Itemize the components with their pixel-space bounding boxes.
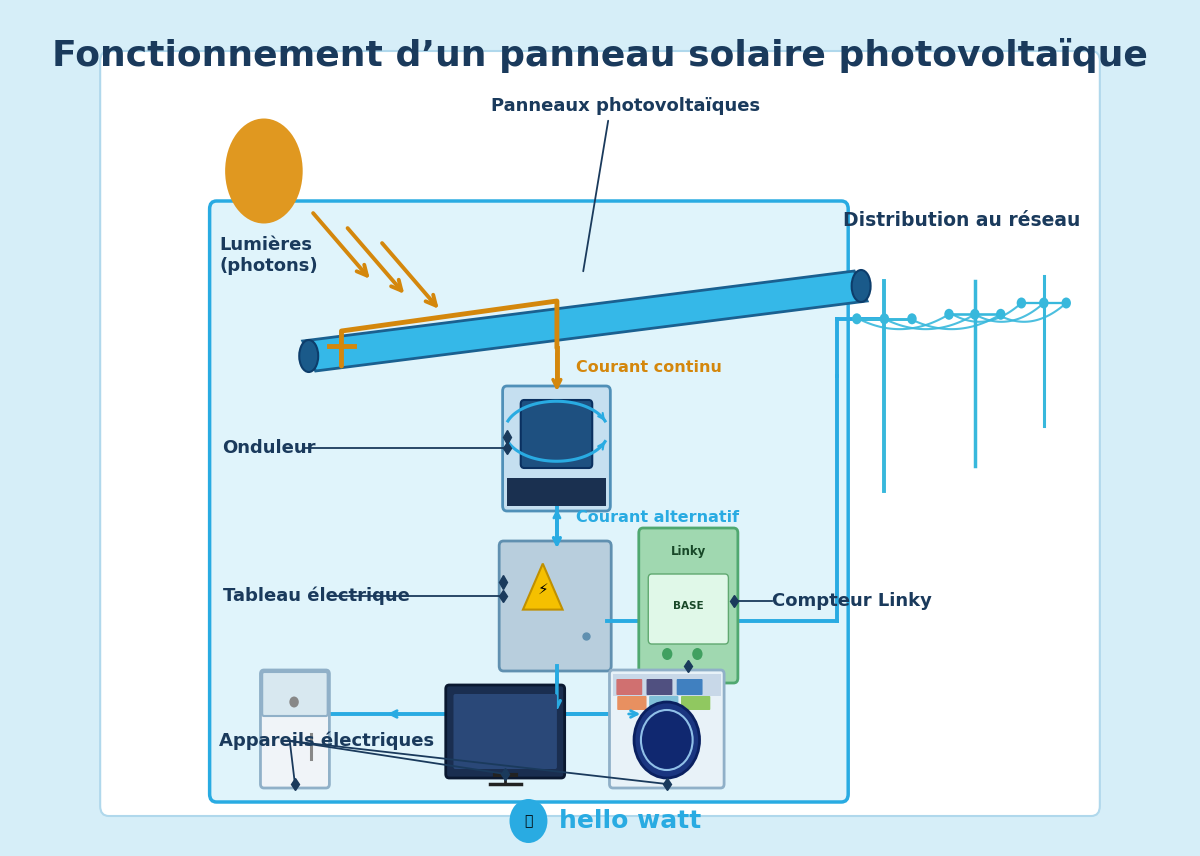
FancyBboxPatch shape	[610, 670, 724, 788]
FancyBboxPatch shape	[647, 679, 672, 695]
Text: Panneaux photovoltaïques: Panneaux photovoltaïques	[491, 97, 761, 115]
Text: Linky: Linky	[671, 545, 706, 558]
Polygon shape	[523, 563, 563, 609]
Circle shape	[662, 648, 672, 660]
Circle shape	[692, 648, 702, 660]
FancyBboxPatch shape	[210, 201, 848, 802]
Text: Lumières
(photons): Lumières (photons)	[220, 236, 318, 275]
Circle shape	[1039, 298, 1049, 308]
Ellipse shape	[299, 340, 318, 372]
Circle shape	[970, 309, 979, 320]
FancyBboxPatch shape	[648, 574, 728, 644]
FancyBboxPatch shape	[521, 400, 593, 468]
Polygon shape	[302, 271, 868, 371]
FancyBboxPatch shape	[617, 679, 642, 695]
FancyBboxPatch shape	[79, 0, 1121, 856]
FancyBboxPatch shape	[506, 478, 606, 506]
Text: BASE: BASE	[673, 601, 703, 611]
Circle shape	[880, 313, 889, 324]
Ellipse shape	[852, 270, 870, 302]
Circle shape	[289, 697, 299, 708]
FancyBboxPatch shape	[454, 694, 557, 769]
Text: Appareils électriques: Appareils électriques	[220, 732, 434, 750]
Text: Distribution au réseau: Distribution au réseau	[844, 211, 1080, 230]
FancyBboxPatch shape	[445, 685, 565, 778]
Ellipse shape	[226, 118, 302, 223]
FancyBboxPatch shape	[617, 696, 647, 710]
FancyBboxPatch shape	[499, 541, 611, 671]
Circle shape	[641, 710, 692, 770]
Circle shape	[510, 799, 547, 843]
Circle shape	[852, 313, 862, 324]
Text: Fonctionnement d’un panneau solaire photovoltaïque: Fonctionnement d’un panneau solaire phot…	[52, 38, 1148, 73]
Text: Compteur Linky: Compteur Linky	[773, 592, 932, 610]
Text: ⚡: ⚡	[538, 582, 548, 597]
Text: Tableau électrique: Tableau électrique	[222, 586, 409, 605]
Text: 💡: 💡	[524, 814, 533, 828]
Circle shape	[907, 313, 917, 324]
Text: Courant alternatif: Courant alternatif	[576, 510, 739, 526]
FancyBboxPatch shape	[649, 696, 678, 710]
Circle shape	[996, 309, 1006, 320]
Circle shape	[1016, 298, 1026, 308]
Text: Courant continu: Courant continu	[576, 360, 721, 376]
FancyBboxPatch shape	[677, 679, 702, 695]
FancyBboxPatch shape	[682, 696, 710, 710]
Circle shape	[944, 309, 954, 320]
FancyBboxPatch shape	[638, 528, 738, 683]
FancyBboxPatch shape	[613, 674, 721, 696]
Text: Onduleur: Onduleur	[222, 439, 316, 457]
FancyBboxPatch shape	[262, 672, 328, 716]
Circle shape	[634, 702, 700, 778]
FancyBboxPatch shape	[503, 386, 611, 511]
FancyBboxPatch shape	[100, 51, 1100, 816]
FancyBboxPatch shape	[260, 670, 330, 788]
Circle shape	[1062, 298, 1070, 308]
Text: hello watt: hello watt	[559, 809, 701, 833]
